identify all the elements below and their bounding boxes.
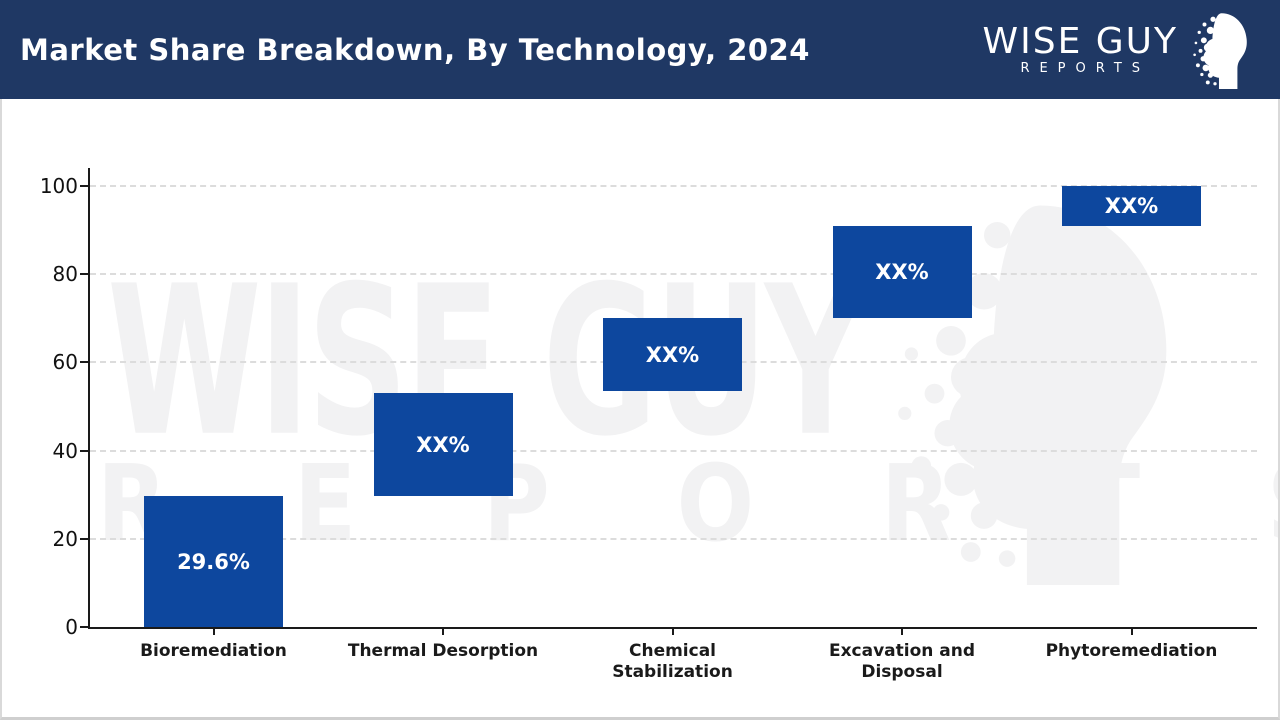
page-title: Market Share Breakdown, By Technology, 2… [20,32,810,67]
x-category-label-line: Excavation and [828,641,976,661]
x-category-label-line: Disposal [861,662,943,682]
y-gridline [90,537,1257,540]
y-axis-tick-mark [80,185,88,187]
x-category-label: Bioremediation [98,641,330,662]
y-axis-tick-mark [80,361,88,364]
x-category-label: Chemical Stabilization [557,641,789,683]
y-axis-tick-mark [80,449,88,452]
x-category-label: Thermal Desorption [327,641,559,662]
x-category-label-line: Chemical [628,641,717,661]
bar-segment: XX% [603,318,742,392]
y-axis-tick-label: 80 [52,262,78,287]
brand-name: WISE GUY [982,20,1178,62]
dotted-head-profile-icon [1184,10,1250,89]
brand-logo-text: WISE GUY REPORTS [982,20,1179,76]
x-axis-tick-mark [442,629,444,635]
x-category-label: Phytoremediation [1016,641,1248,662]
x-category-label-line: Bioremediation [140,641,287,661]
y-axis-tick-label: 40 [52,438,78,463]
y-axis-tick-label: 60 [52,350,78,375]
bar-segment: XX% [1062,186,1201,226]
bar-value-label: 29.6% [177,549,250,574]
x-category-label: Excavation and Disposal [786,641,1018,683]
bar-value-label: XX% [875,259,929,284]
bar-segment: XX% [832,225,972,319]
chart-canvas: WISE GUY R E P O R T S 0 20 40 60 80 100 29.6%… [0,99,1280,720]
y-axis-tick-mark [80,537,88,540]
x-axis-tick-mark [1130,629,1133,635]
x-category-label-line: Phytoremediation [1045,641,1218,661]
y-gridline [90,273,1257,276]
y-axis-line [88,168,90,629]
bar-value-label: XX% [416,432,470,457]
y-axis-tick-label: 0 [65,615,78,639]
header-bar: Market Share Breakdown, By Technology, 2… [0,0,1280,99]
x-axis-tick-mark [212,629,215,635]
x-axis-tick-mark [901,629,903,635]
bar-value-label: XX% [645,342,700,367]
x-axis-tick-mark [671,629,674,635]
bar-value-label: XX% [1104,193,1159,218]
y-gridline [90,185,1257,187]
chart-plot-area: 0 20 40 60 80 100 29.6% Bioremediation XX% Therma… [2,99,1278,717]
bar-segment: XX% [373,393,513,497]
x-category-label-line: Stabilization [612,662,733,682]
x-axis-line [88,627,1257,629]
y-axis-tick-mark [80,273,88,276]
y-axis-tick-label: 100 [39,174,78,198]
brand-subname: REPORTS [1020,60,1151,76]
y-axis-tick-mark [80,626,88,628]
y-gridline [90,449,1257,452]
y-axis-tick-label: 20 [52,526,78,551]
brand-logo: WISE GUY REPORTS [983,10,1251,89]
bar-segment: 29.6% [144,496,283,627]
x-category-label-line: Thermal Desorption [347,641,539,661]
